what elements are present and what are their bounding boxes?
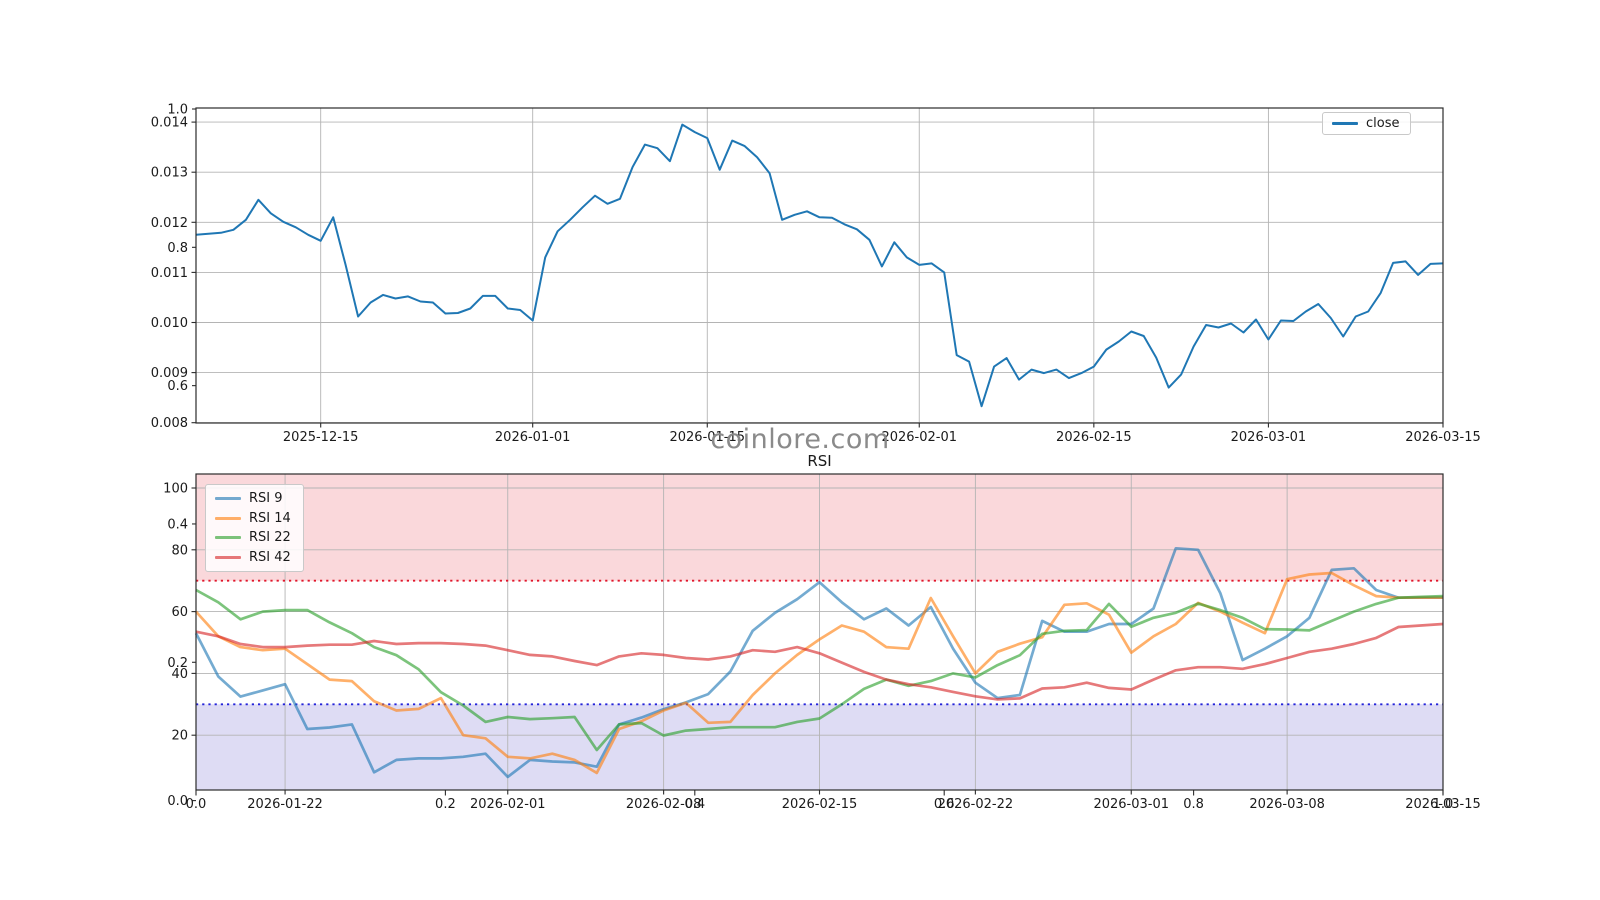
rsi14-legend-label: RSI 14 — [249, 510, 291, 526]
price-ytick-label: 0.013 — [151, 166, 188, 181]
rsi-xtick-label: 2026-03-15 — [1405, 797, 1481, 812]
close-price-line — [195, 123, 1444, 408]
rsi-xtick-label: 2026-03-08 — [1249, 797, 1325, 812]
rsi-ytick-label: 20 — [171, 729, 188, 744]
close-line-sample — [1332, 122, 1358, 125]
rsi-xtick-label: 2026-02-15 — [782, 797, 858, 812]
rsi-xtick-label: 2026-03-01 — [1093, 797, 1169, 812]
price-xtick-label: 2026-03-01 — [1231, 430, 1307, 445]
price-ytick-label: 0.014 — [151, 116, 188, 131]
rsi-ytick-label: 60 — [171, 605, 188, 620]
rsi-xtick-label: 2026-02-22 — [938, 797, 1014, 812]
figure-ytick-label: 0.0 — [167, 794, 188, 809]
figure-xtick-label: 0.2 — [435, 797, 456, 812]
price-xtick-label: 2026-02-15 — [1056, 430, 1132, 445]
rsi-legend-row: RSI 14 — [215, 509, 291, 529]
figure-xtick-label: 1.0 — [1433, 797, 1454, 812]
figure-xtick-label: 0.6 — [934, 797, 955, 812]
watermark: coinlore.com — [710, 424, 890, 455]
rsi-line-rsi9 — [194, 546, 1443, 779]
rsi-legend: RSI 9 RSI 14 RSI 22 RSI 42 — [205, 484, 304, 572]
rsi-xtick-label: 2026-01-22 — [247, 797, 323, 812]
price-panel-frame — [195, 107, 1444, 424]
figure-ytick-label: 1.0 — [167, 103, 188, 118]
rsi9-legend-label: RSI 9 — [249, 491, 283, 507]
price-ytick-label: 0.012 — [151, 216, 188, 231]
rsi-line-rsi14 — [194, 571, 1443, 775]
price-ytick-label: 0.010 — [151, 316, 188, 331]
price-xtick-label: 2026-03-15 — [1405, 430, 1481, 445]
figure-ytick-label: 0.4 — [167, 517, 188, 532]
rsi-legend-row: RSI 22 — [215, 528, 291, 548]
price-ytick-label: 0.008 — [151, 416, 188, 431]
rsi-line-rsi22 — [195, 588, 1444, 752]
rsi-xtick-label: 2026-02-01 — [470, 797, 546, 812]
figure-ytick-label: 0.8 — [167, 241, 188, 256]
figure-xtick-label: 0.0 — [186, 797, 207, 812]
rsi-legend-row: RSI 42 — [215, 548, 291, 568]
rsi-ytick-label: 100 — [163, 482, 188, 497]
rsi-panel-title: RSI — [807, 452, 832, 470]
rsi22-line-sample — [215, 536, 241, 540]
rsi-legend-row: RSI 9 — [215, 489, 291, 509]
price-ytick-label: 0.009 — [151, 366, 188, 381]
rsi42-line-sample — [215, 555, 241, 559]
rsi-ytick-label: 80 — [171, 543, 188, 558]
price-ytick-label: 0.011 — [151, 266, 188, 281]
rsi22-legend-label: RSI 22 — [249, 530, 291, 546]
price-xtick-label: 2025-12-15 — [283, 430, 359, 445]
price-legend: close — [1322, 112, 1412, 135]
price-xtick-label: 2026-01-01 — [495, 430, 571, 445]
figure-xtick-label: 0.8 — [1183, 797, 1204, 812]
figure-ytick-label: 0.6 — [167, 379, 188, 394]
price-xtick-label: 2026-02-01 — [881, 430, 957, 445]
rsi-ytick-label: 40 — [171, 667, 188, 682]
rsi42-legend-label: RSI 42 — [249, 549, 291, 565]
rsi14-line-sample — [215, 516, 241, 520]
price-xtick-label: 2026-01-15 — [669, 430, 745, 445]
figure-xtick-label: 0.4 — [684, 797, 705, 812]
rsi-xtick-label: 2026-02-08 — [626, 797, 702, 812]
rsi9-line-sample — [215, 497, 241, 501]
price-legend-label: close — [1366, 116, 1400, 131]
figure-ytick-label: 0.2 — [167, 656, 188, 671]
rsi-line-rsi42 — [195, 622, 1444, 701]
